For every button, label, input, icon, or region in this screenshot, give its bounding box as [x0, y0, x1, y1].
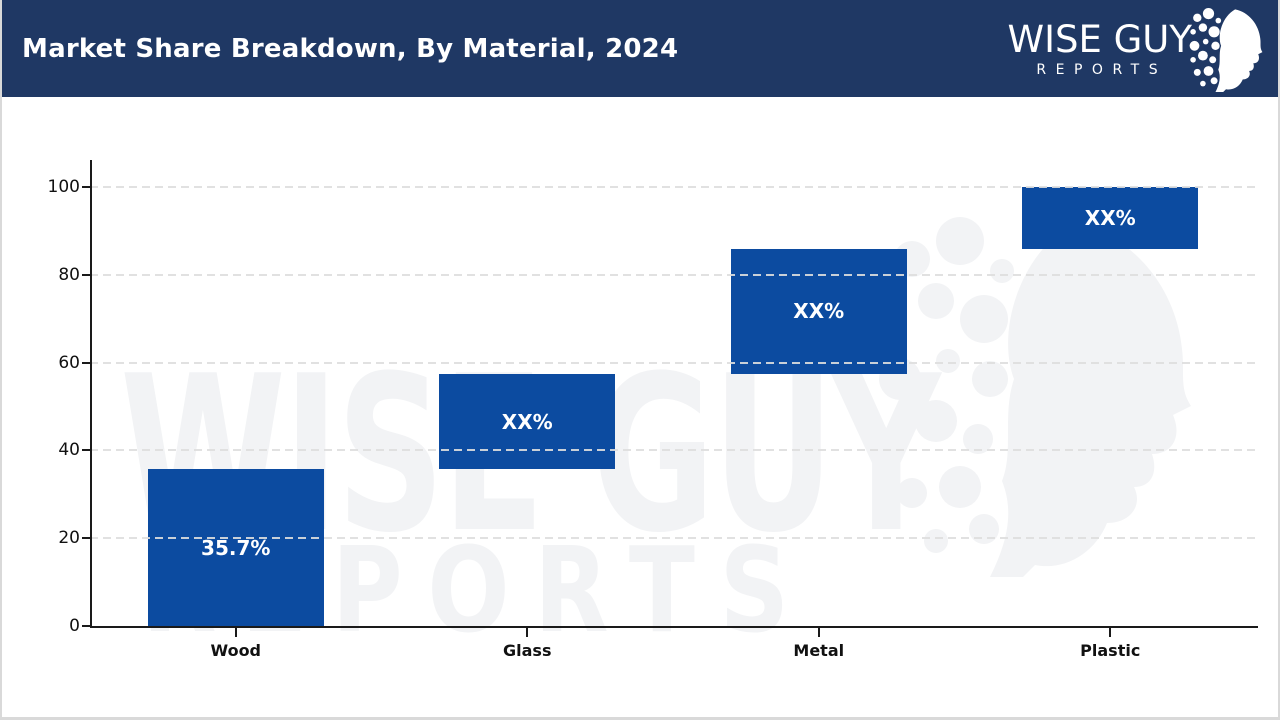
gridline-80 — [90, 273, 1256, 276]
x-tick-plastic — [1109, 628, 1112, 637]
y-axis-line — [90, 160, 92, 628]
gridline-60 — [90, 361, 1256, 364]
y-tick-40 — [82, 449, 90, 452]
x-category-label-metal: Metal — [793, 641, 845, 660]
y-tick-label-60: 60 — [58, 352, 80, 373]
gridline-20 — [90, 537, 1256, 540]
logo-wordmark: WISE GUY — [1007, 18, 1192, 61]
y-tick-20 — [82, 537, 90, 540]
y-tick-60 — [82, 361, 90, 364]
bar-value-label-metal: XX% — [793, 299, 845, 324]
bar-glass — [439, 374, 616, 470]
page-title: Market Share Breakdown, By Material, 202… — [22, 33, 679, 64]
y-tick-label-100: 100 — [47, 177, 80, 197]
y-tick-label-0: 0 — [69, 616, 80, 636]
dotted-head-icon — [1189, 8, 1263, 92]
x-tick-glass — [526, 628, 529, 637]
x-axis-line — [90, 626, 1258, 628]
y-tick-80 — [82, 273, 90, 276]
bar-value-label-glass: XX% — [501, 409, 553, 434]
bar-metal — [730, 248, 907, 374]
gridline-40 — [90, 449, 1256, 452]
x-category-label-plastic: Plastic — [1080, 641, 1141, 660]
bar-value-label-plastic: XX% — [1084, 205, 1136, 230]
wise-guy-reports-logo: WISE GUY REPORTS — [1002, 6, 1264, 92]
y-tick-label-40: 40 — [58, 440, 80, 461]
header-bar: Market Share Breakdown, By Material, 202… — [2, 0, 1278, 97]
y-tick-label-20: 20 — [58, 528, 80, 549]
x-tick-metal — [817, 628, 820, 637]
x-category-label-wood: Wood — [210, 641, 262, 660]
y-tick-0 — [82, 625, 90, 627]
logo-text: WISE GUY REPORTS — [1007, 18, 1192, 79]
bar-value-label-wood: 35.7% — [201, 535, 271, 560]
logo-subtitle: REPORTS — [1036, 62, 1168, 78]
gridline-100 — [90, 186, 1256, 188]
y-tick-100 — [82, 186, 90, 188]
y-tick-label-80: 80 — [58, 264, 80, 285]
bar-wood — [147, 469, 324, 626]
x-tick-wood — [234, 628, 237, 637]
x-category-label-glass: Glass — [503, 641, 552, 660]
